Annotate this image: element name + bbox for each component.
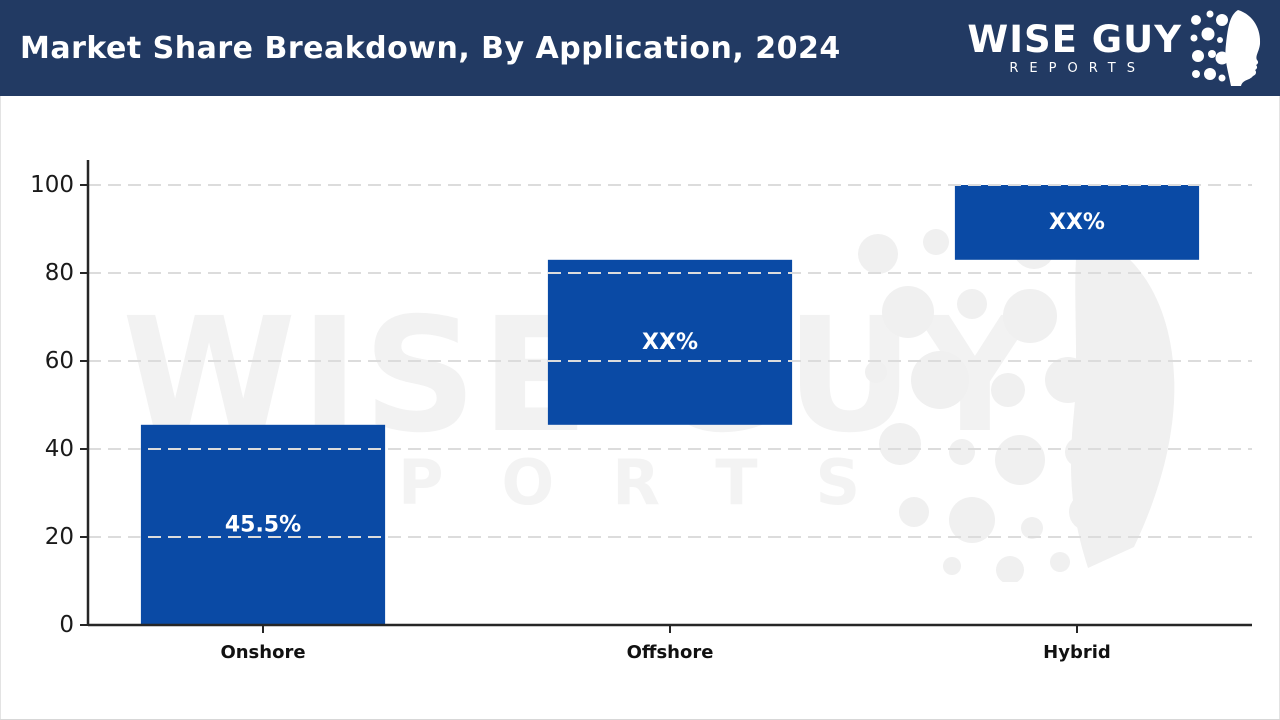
wise-guy-reports-logo: WISE GUY REPORTS <box>967 6 1280 90</box>
bar-value-label-offshore: XX% <box>642 330 698 355</box>
bar-offshore <box>547 259 793 425</box>
bar-value-label-hybrid: XX% <box>1049 210 1105 235</box>
logo-wordmark: WISE GUY <box>967 18 1182 61</box>
logo-subtitle: REPORTS <box>1009 61 1146 76</box>
logo-text: WISE GUY REPORTS <box>967 21 1182 75</box>
logo-face-icon <box>1190 10 1261 86</box>
y-tick-label-80: 80 <box>45 260 74 286</box>
bar-value-label-onshore: 45.5% <box>225 512 301 537</box>
y-tick-label-100: 100 <box>30 172 74 198</box>
header-bar: Market Share Breakdown, By Application, … <box>0 0 1280 96</box>
y-tick-label-20: 20 <box>45 524 74 550</box>
bar-onshore <box>140 424 386 625</box>
y-tick-label-0: 0 <box>59 612 74 638</box>
category-label-hybrid: Hybrid <box>1043 642 1111 663</box>
category-label-onshore: Onshore <box>220 642 305 663</box>
y-tick-label-60: 60 <box>45 348 74 374</box>
page-title: Market Share Breakdown, By Application, … <box>20 30 841 66</box>
y-tick-label-40: 40 <box>45 436 74 462</box>
category-label-offshore: Offshore <box>627 642 714 663</box>
